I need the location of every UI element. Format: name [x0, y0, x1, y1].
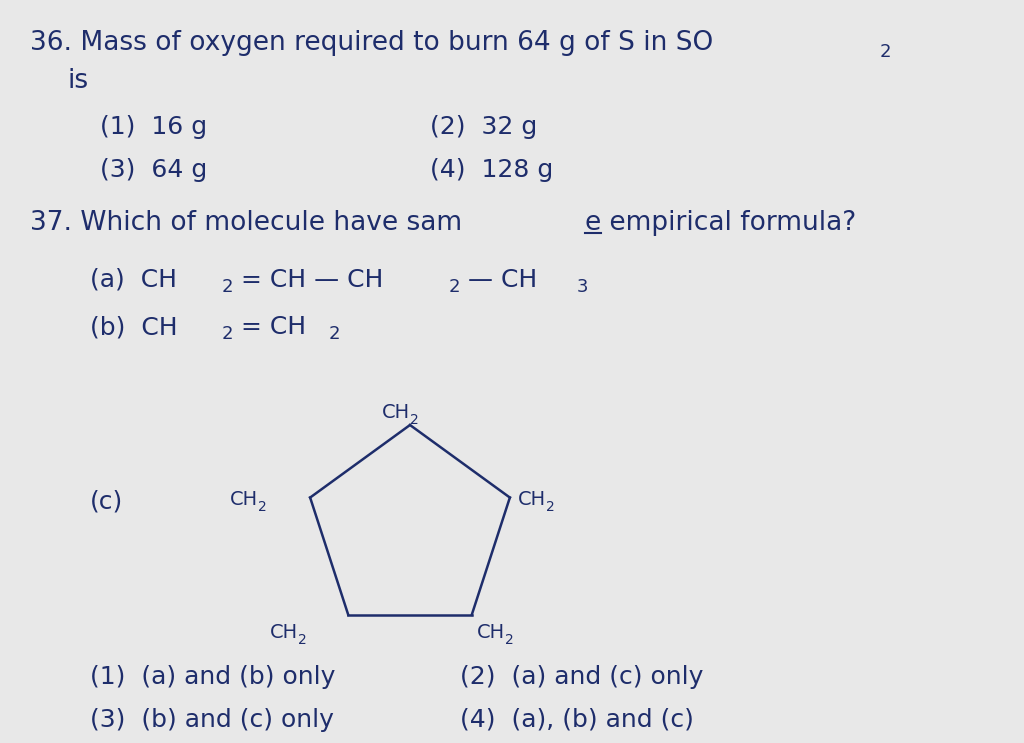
Text: (c): (c) [90, 490, 123, 514]
Text: = CH: = CH [233, 315, 306, 339]
Text: (4)  (a), (b) and (c): (4) (a), (b) and (c) [460, 708, 694, 732]
Text: 3: 3 [577, 278, 589, 296]
Text: (b)  CH: (b) CH [90, 315, 177, 339]
Text: 2: 2 [222, 278, 233, 296]
Text: (3)  (b) and (c) only: (3) (b) and (c) only [90, 708, 334, 732]
Text: 37. Which of molecule have sam: 37. Which of molecule have sam [30, 210, 462, 236]
Text: = CH — CH: = CH — CH [233, 268, 383, 292]
Text: (4)  128 g: (4) 128 g [430, 158, 553, 182]
Text: 2: 2 [258, 499, 267, 513]
Text: — CH: — CH [460, 268, 538, 292]
Text: 2: 2 [880, 43, 892, 61]
Text: 2: 2 [298, 633, 307, 647]
Text: 2: 2 [222, 325, 233, 343]
Text: 2: 2 [449, 278, 461, 296]
Text: CH: CH [477, 623, 505, 642]
Text: (1)  16 g: (1) 16 g [100, 115, 207, 139]
Text: is: is [68, 68, 89, 94]
Text: 2: 2 [410, 413, 419, 427]
Text: 2: 2 [505, 633, 513, 647]
Text: e: e [585, 210, 601, 236]
Text: 2: 2 [546, 499, 555, 513]
Text: (1)  (a) and (b) only: (1) (a) and (b) only [90, 665, 336, 689]
Text: 36. Mass of oxygen required to burn 64 g of S in SO: 36. Mass of oxygen required to burn 64 g… [30, 30, 714, 56]
Text: 2: 2 [329, 325, 341, 343]
Text: CH: CH [270, 623, 298, 642]
Text: (a)  CH: (a) CH [90, 268, 177, 292]
Text: (3)  64 g: (3) 64 g [100, 158, 207, 182]
Text: CH: CH [518, 490, 546, 508]
Text: empirical formula?: empirical formula? [601, 210, 856, 236]
Text: (2)  32 g: (2) 32 g [430, 115, 538, 139]
Text: CH: CH [382, 403, 411, 422]
Text: (2)  (a) and (c) only: (2) (a) and (c) only [460, 665, 703, 689]
Text: CH: CH [230, 490, 258, 508]
